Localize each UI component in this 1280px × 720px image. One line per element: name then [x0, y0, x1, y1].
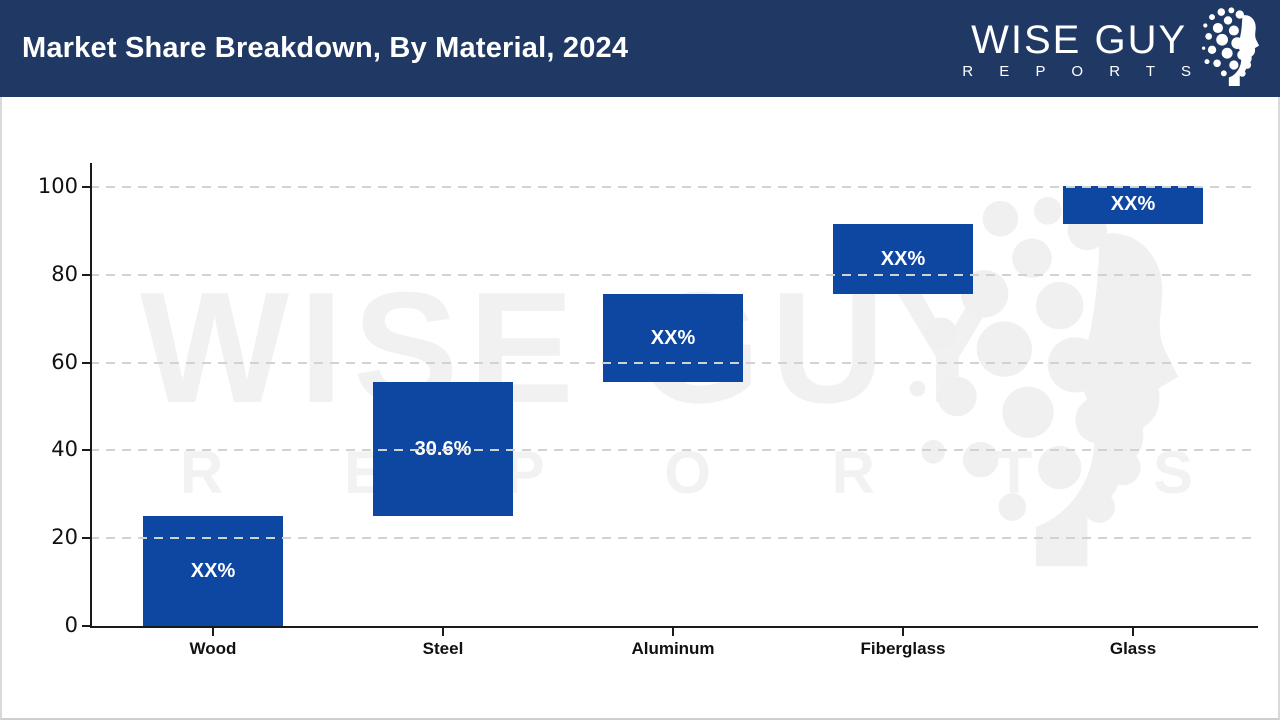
x-tick-label: Aluminum	[631, 639, 715, 658]
bar-value-label: 30.6%	[415, 438, 472, 461]
x-tick-label: Steel	[422, 639, 464, 658]
gridline-100	[90, 186, 1258, 188]
dotted-head-icon	[1201, 7, 1260, 86]
y-tick	[82, 625, 90, 627]
gridline-20	[90, 537, 1258, 540]
bar-glass: XX%	[1063, 185, 1203, 225]
brand-logo: WISE GUY R E P O R T S	[956, 6, 1268, 92]
y-tick	[82, 186, 90, 188]
x-tick	[442, 628, 444, 636]
y-tick-label: 60	[51, 349, 78, 374]
bar-value-label: XX%	[1110, 193, 1156, 216]
y-tick-label: 40	[51, 437, 78, 462]
bar-value-label: XX%	[190, 559, 236, 582]
bar-wood: XX%	[143, 516, 283, 626]
plot-area: XX% Wood 30.6% Steel XX% Aluminum XX% Fiberglas…	[2, 97, 1280, 720]
brand-subtitle: R E P O R T S	[962, 63, 1202, 80]
x-tick-label: Wood	[189, 639, 237, 658]
bar-fiberglass: XX%	[833, 224, 973, 295]
y-tick	[82, 537, 90, 540]
brand-text: WISE GUY R E P O R T S	[956, 18, 1202, 80]
y-tick-label: 80	[51, 261, 78, 286]
brand-name: WISE GUY	[971, 18, 1188, 62]
header: Market Share Breakdown, By Material, 202…	[0, 0, 1280, 97]
x-tick	[1132, 628, 1134, 636]
bar-value-label: XX%	[880, 247, 926, 270]
bar-aluminum: XX%	[603, 294, 743, 382]
y-axis-spine	[90, 163, 92, 626]
gridline-60	[90, 361, 1258, 364]
bar-value-label: XX%	[650, 326, 696, 349]
x-tick	[672, 628, 674, 636]
y-tick	[82, 449, 90, 452]
gridline-80	[90, 273, 1258, 276]
y-tick-label: 100	[37, 174, 78, 198]
y-tick-label: 20	[51, 525, 78, 550]
page-title: Market Share Breakdown, By Material, 202…	[22, 32, 629, 64]
gridline-40	[90, 449, 1258, 452]
x-tick-label: Glass	[1109, 639, 1157, 658]
x-axis-spine	[90, 626, 1258, 628]
y-tick	[82, 361, 90, 364]
x-tick-label: Fiberglass	[860, 639, 946, 658]
y-tick	[82, 273, 90, 276]
x-tick	[212, 628, 214, 636]
bar-steel: 30.6%	[373, 381, 513, 517]
x-tick	[902, 628, 904, 636]
y-tick-label: 0	[64, 613, 78, 637]
